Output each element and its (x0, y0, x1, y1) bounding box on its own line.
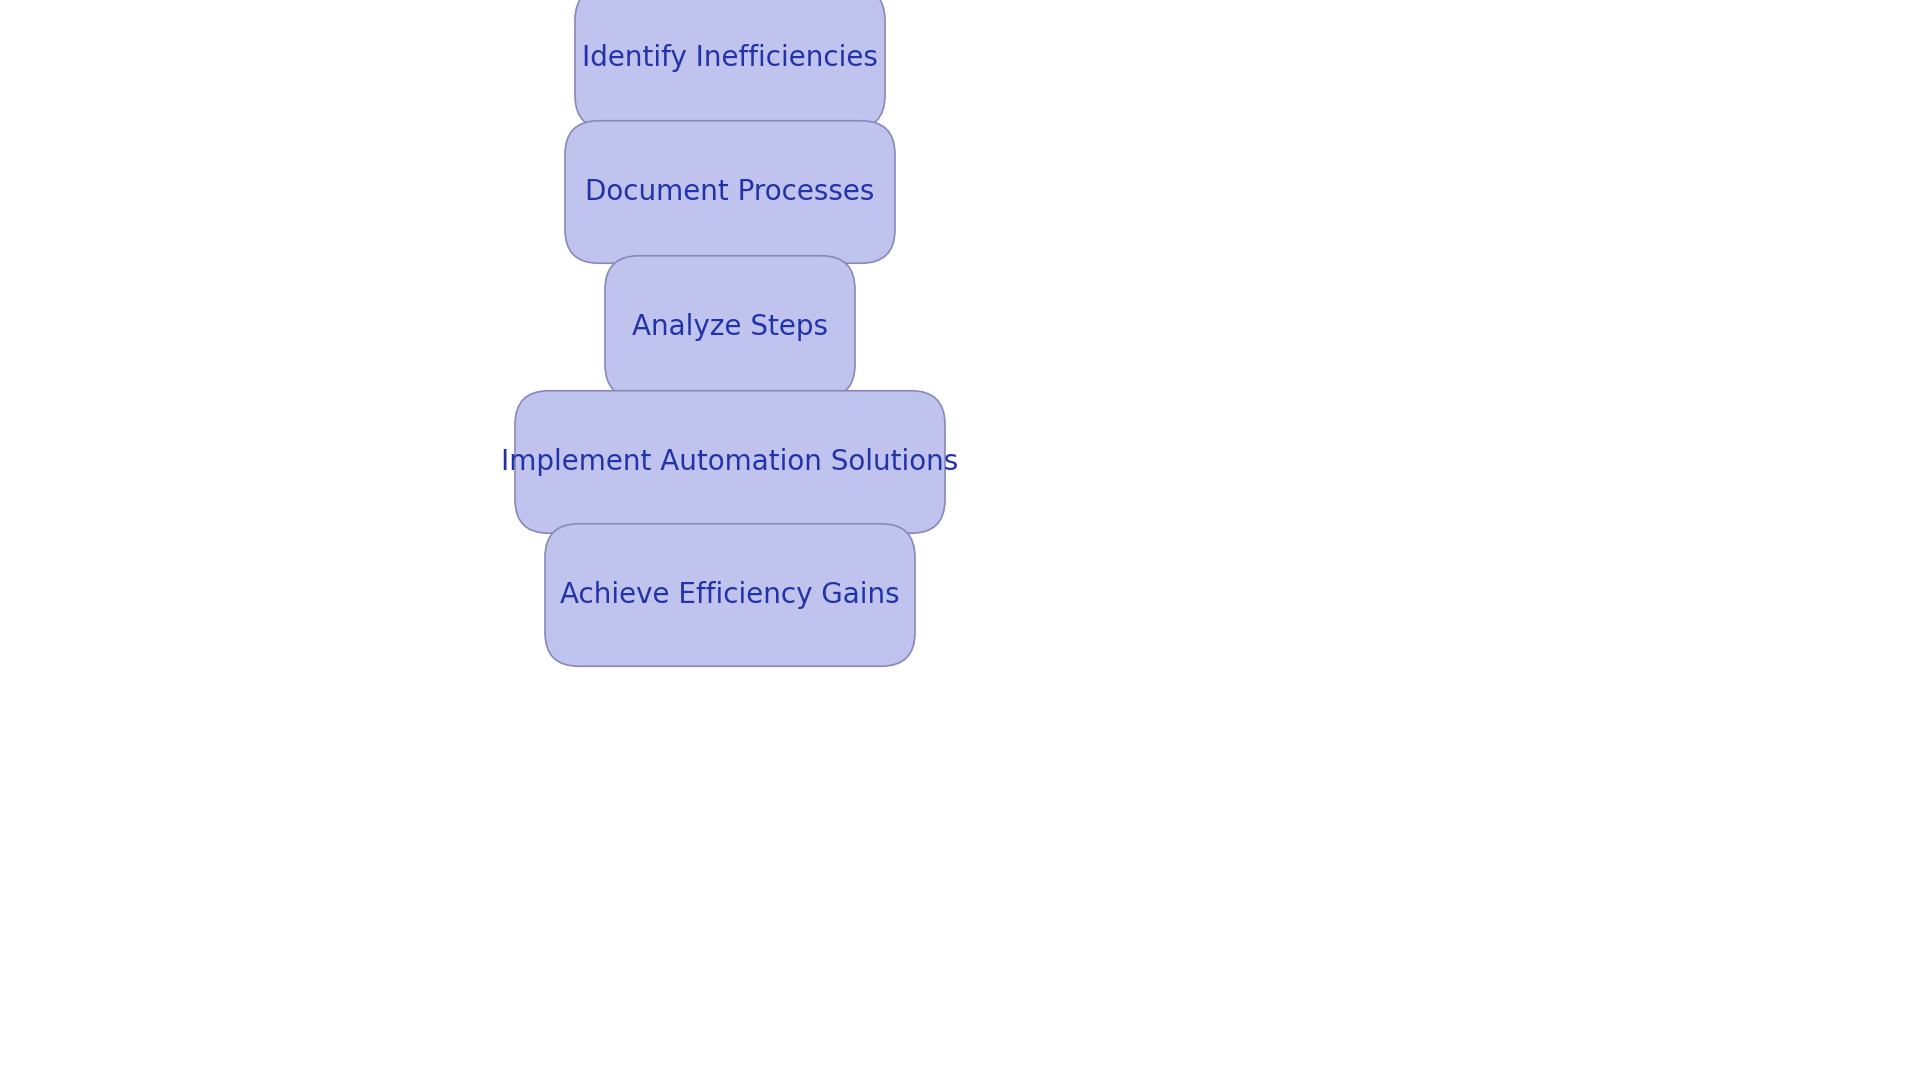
Text: Document Processes: Document Processes (586, 178, 876, 206)
FancyBboxPatch shape (515, 391, 945, 533)
Text: Identify Inefficiencies: Identify Inefficiencies (582, 44, 877, 71)
Text: Analyze Steps: Analyze Steps (632, 313, 828, 341)
FancyBboxPatch shape (564, 120, 895, 263)
FancyBboxPatch shape (545, 524, 916, 666)
Text: Achieve Efficiency Gains: Achieve Efficiency Gains (561, 580, 900, 609)
Text: Implement Automation Solutions: Implement Automation Solutions (501, 448, 958, 477)
FancyBboxPatch shape (574, 0, 885, 129)
FancyBboxPatch shape (605, 256, 854, 399)
